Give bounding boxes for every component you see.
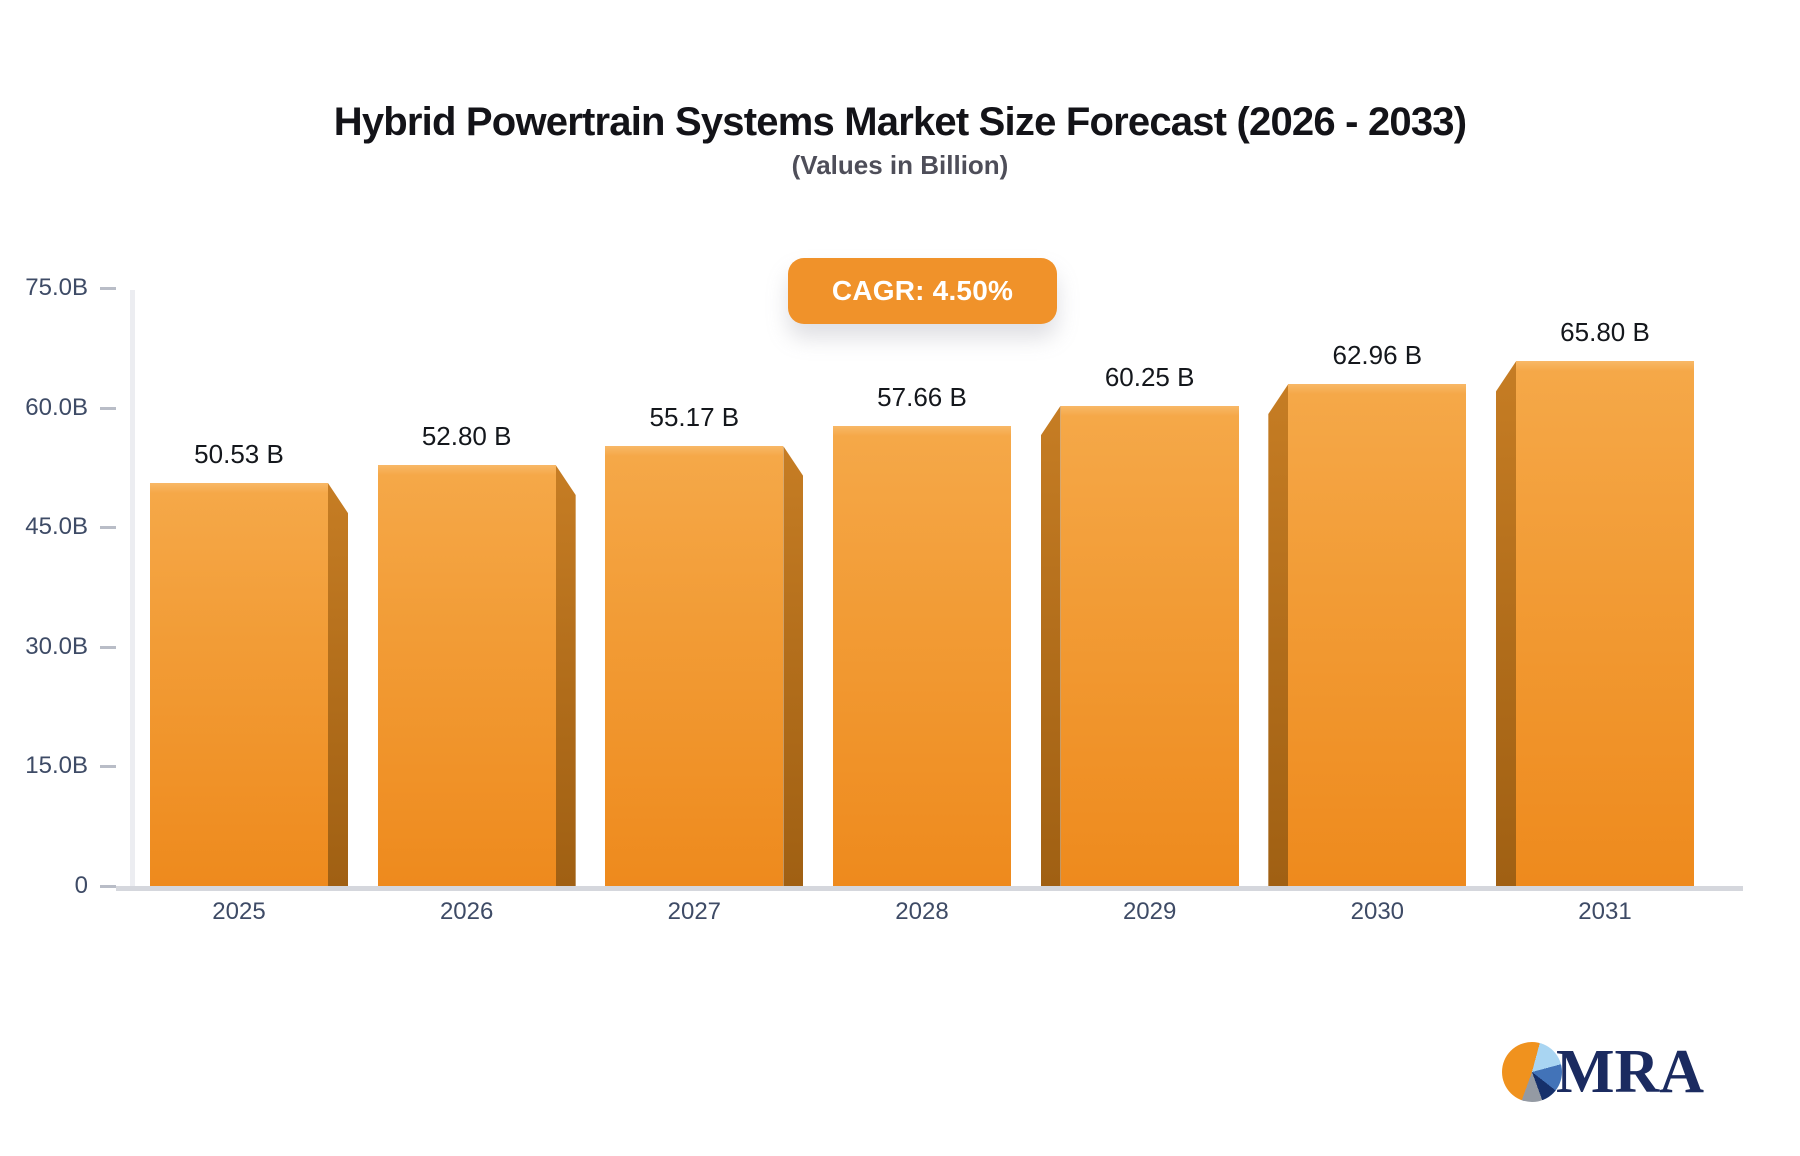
bar-value-label: 55.17 B bbox=[649, 402, 740, 433]
y-tick-mark bbox=[100, 765, 116, 769]
y-tick-label: 60.0B bbox=[25, 393, 88, 421]
bar-2031 bbox=[1516, 361, 1694, 886]
chart-subtitle: (Values in Billion) bbox=[791, 150, 1009, 180]
bar-2029 bbox=[1060, 405, 1239, 886]
bar-2028 bbox=[833, 426, 1011, 886]
y-tick-mark bbox=[100, 526, 116, 530]
bar-value-label: 52.80 B bbox=[421, 421, 512, 451]
x-tick-label: 2029 bbox=[1122, 898, 1177, 925]
bar-3d-side bbox=[783, 446, 804, 886]
y-tick-label: 30.0B bbox=[25, 632, 88, 660]
bar-2030 bbox=[1288, 383, 1467, 886]
brand-logo: MRA bbox=[1502, 1032, 1762, 1112]
bar-3d-side bbox=[328, 483, 348, 886]
chart-title: Hybrid Powertrain Systems Market Size Fo… bbox=[333, 100, 1467, 144]
bar-3d-side bbox=[555, 465, 576, 886]
x-tick-label: 2031 bbox=[1578, 898, 1632, 925]
y-tick-label: 75.0B bbox=[25, 274, 88, 301]
cagr-badge: CAGR: 4.50% bbox=[788, 258, 1057, 324]
x-tick-label: 2028 bbox=[895, 898, 949, 925]
x-axis-baseline bbox=[116, 886, 1743, 891]
y-tick-label: 45.0B bbox=[25, 513, 88, 541]
bar-3d-side bbox=[1268, 383, 1289, 886]
y-tick-mark bbox=[100, 645, 116, 649]
x-tick-label: 2030 bbox=[1350, 898, 1405, 925]
bar-3d-side bbox=[1496, 361, 1516, 886]
y-tick-mark bbox=[100, 406, 116, 410]
bar-value-label: 50.53 B bbox=[194, 439, 284, 470]
pie-chart-logo-icon bbox=[1502, 1042, 1562, 1102]
bar-2025 bbox=[150, 483, 328, 886]
bar-value-label: 60.25 B bbox=[1104, 361, 1195, 392]
bar-value-label: 65.80 B bbox=[1560, 317, 1650, 348]
x-tick-label: 2026 bbox=[439, 898, 494, 925]
bar-3d-side bbox=[1040, 405, 1061, 886]
cagr-badge-label: CAGR: 4.50% bbox=[831, 275, 1014, 306]
bar-value-label: 62.96 B bbox=[1332, 339, 1423, 370]
x-tick-label: 2027 bbox=[667, 898, 722, 925]
x-tick-label: 2025 bbox=[212, 898, 266, 925]
bar-2027 bbox=[605, 446, 784, 886]
y-tick-label: 15.0B bbox=[25, 752, 88, 780]
y-tick-mark bbox=[100, 287, 116, 290]
bar-value-label: 57.66 B bbox=[877, 382, 967, 413]
y-tick-label: 0 bbox=[74, 872, 88, 899]
brand-logo-text: MRA bbox=[1556, 1037, 1705, 1106]
bar-2026 bbox=[377, 465, 556, 886]
y-tick-mark bbox=[100, 885, 116, 888]
y-axis-line bbox=[130, 290, 135, 887]
